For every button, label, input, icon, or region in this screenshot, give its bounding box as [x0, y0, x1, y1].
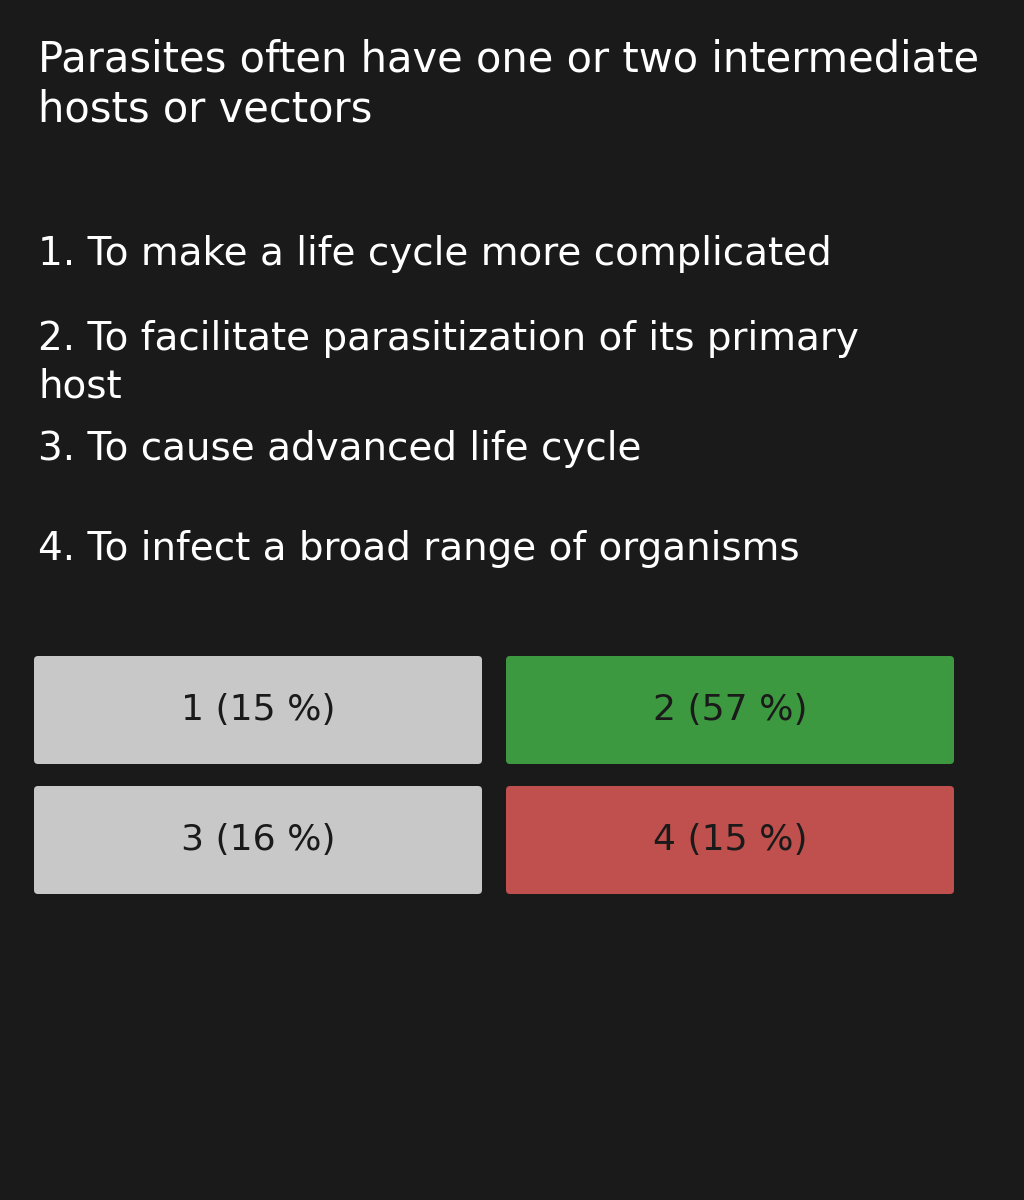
Text: 3 (16 %): 3 (16 %): [181, 823, 335, 857]
FancyBboxPatch shape: [506, 786, 954, 894]
Text: 4. To infect a broad range of organisms: 4. To infect a broad range of organisms: [38, 530, 800, 568]
Text: hosts or vectors: hosts or vectors: [38, 88, 373, 130]
Text: Parasites often have one or two intermediate: Parasites often have one or two intermed…: [38, 38, 979, 80]
FancyBboxPatch shape: [34, 786, 482, 894]
Text: 1 (15 %): 1 (15 %): [181, 692, 335, 727]
FancyBboxPatch shape: [506, 656, 954, 764]
Text: 1. To make a life cycle more complicated: 1. To make a life cycle more complicated: [38, 235, 831, 272]
Text: 4 (15 %): 4 (15 %): [652, 823, 807, 857]
Text: 2 (57 %): 2 (57 %): [652, 692, 807, 727]
Text: 2. To facilitate parasitization of its primary
host: 2. To facilitate parasitization of its p…: [38, 320, 859, 404]
Text: 3. To cause advanced life cycle: 3. To cause advanced life cycle: [38, 430, 641, 468]
FancyBboxPatch shape: [34, 656, 482, 764]
